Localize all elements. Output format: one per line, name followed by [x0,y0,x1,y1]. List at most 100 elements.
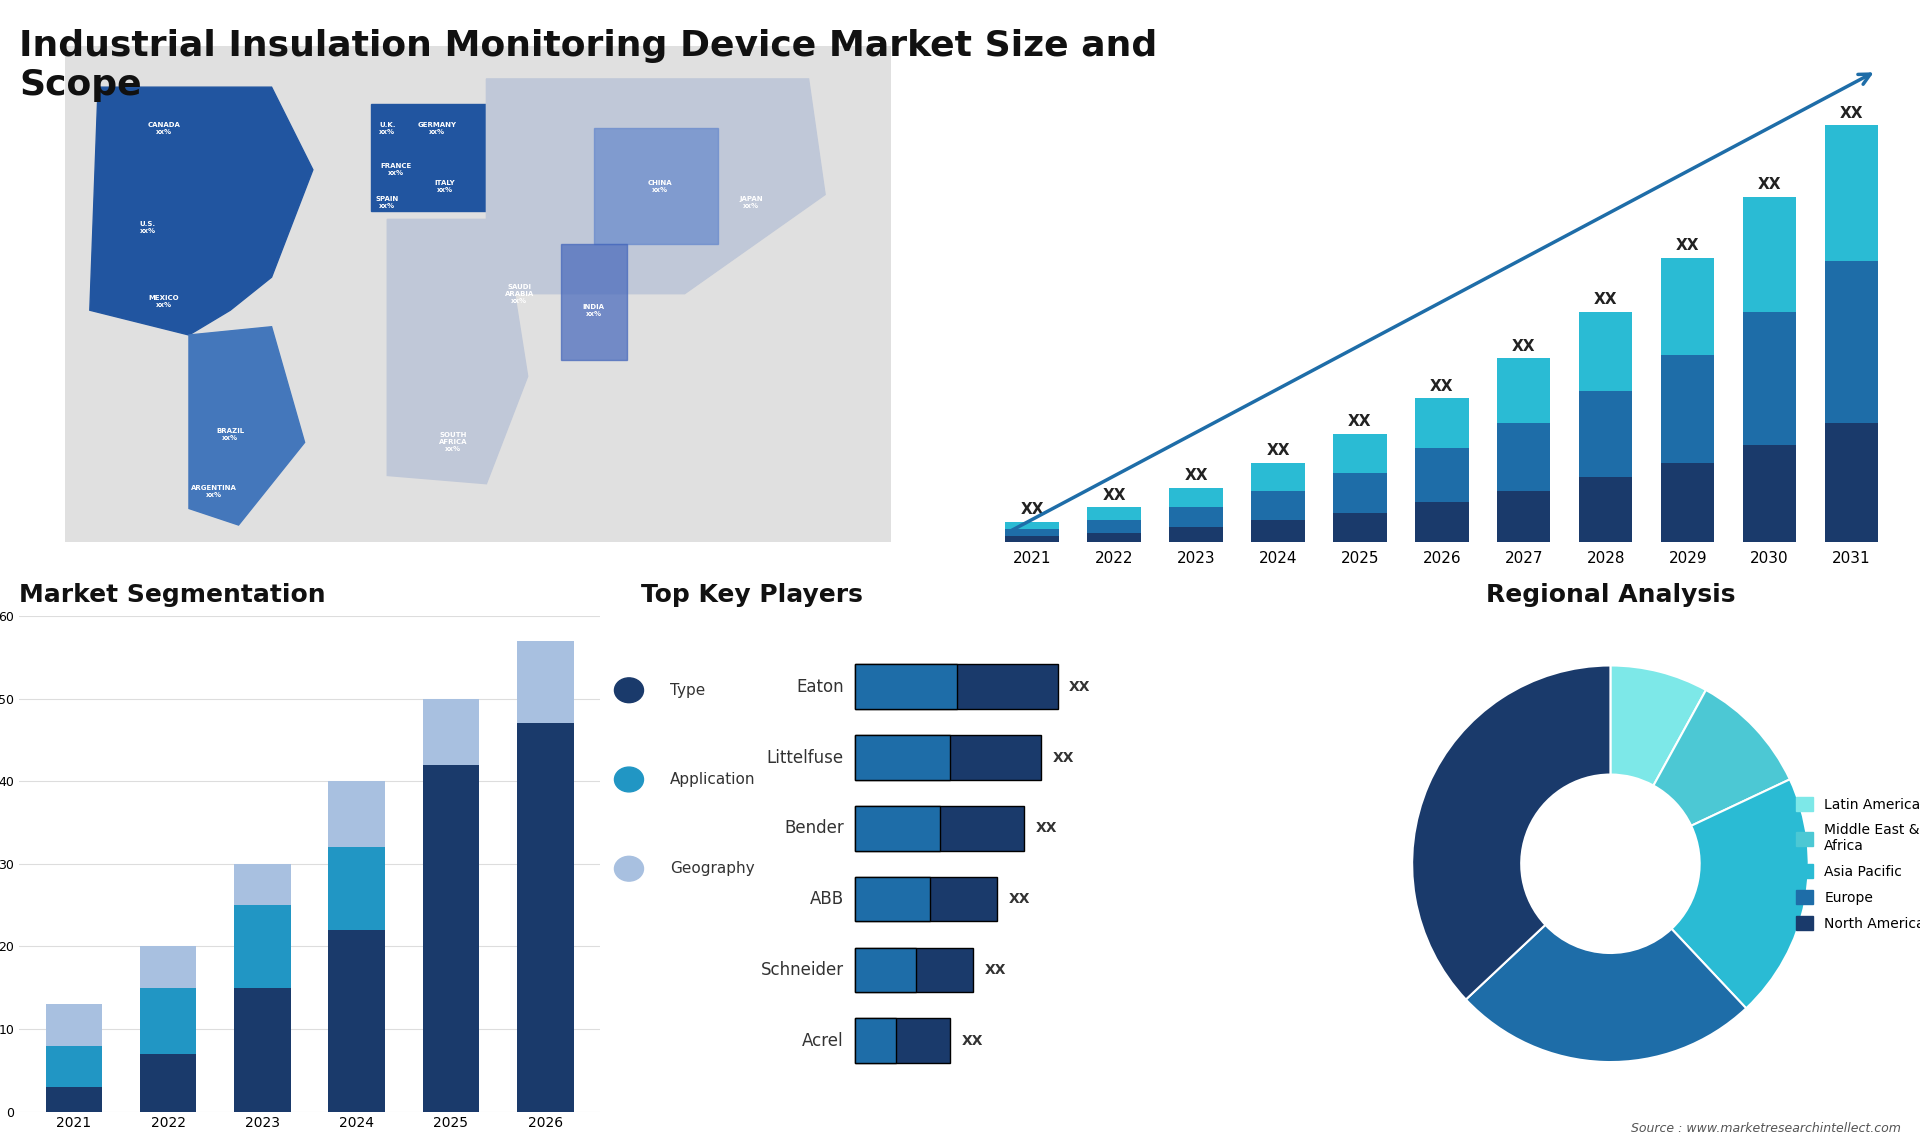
Bar [1826,125,1878,261]
Title: Top Key Players: Top Key Players [641,583,862,607]
Bar [1498,423,1551,492]
Text: ABB: ABB [810,890,845,908]
Text: XX: XX [1430,378,1453,393]
Text: ARGENTINA
xx%: ARGENTINA xx% [190,486,236,499]
Bar [1661,355,1715,463]
Text: XX: XX [1020,502,1044,518]
Text: XX: XX [985,963,1006,978]
Text: SAUDI
ARABIA
xx%: SAUDI ARABIA xx% [505,284,534,304]
Bar [1661,463,1715,542]
Bar [328,929,386,1112]
Text: U.S.
xx%: U.S. xx% [140,221,156,234]
FancyBboxPatch shape [856,665,1058,709]
Bar [1169,508,1223,527]
Bar [234,988,290,1112]
Bar [422,699,480,764]
Bar [1578,312,1632,391]
Bar [1169,527,1223,542]
Bar [1743,445,1797,542]
Bar [422,764,480,1112]
Bar [1332,473,1386,512]
Text: INDIA
xx%: INDIA xx% [584,304,605,316]
Legend: Latin America, Middle East &
Africa, Asia Pacific, Europe, North America: Latin America, Middle East & Africa, Asi… [1791,791,1920,936]
Bar [1087,508,1140,520]
Text: BRAZIL
xx%: BRAZIL xx% [217,427,244,441]
Text: CHINA
xx%: CHINA xx% [647,180,672,193]
Polygon shape [388,219,528,484]
Text: XX: XX [1069,680,1091,693]
Bar [46,1004,102,1045]
Bar [1332,512,1386,542]
Text: SPAIN
xx%: SPAIN xx% [376,196,399,210]
Bar [1415,398,1469,448]
Bar [234,864,290,905]
Bar [516,723,574,1112]
Bar [1006,529,1058,536]
Text: ITALY
xx%: ITALY xx% [434,180,455,193]
Text: Bender: Bender [783,819,845,838]
Text: XX: XX [1185,469,1208,484]
Text: MEXICO
xx%: MEXICO xx% [150,296,179,308]
Polygon shape [593,128,718,244]
Text: Littelfuse: Littelfuse [766,748,845,767]
Bar [1252,492,1304,520]
FancyBboxPatch shape [856,736,950,779]
Bar [140,947,196,988]
Bar [1169,488,1223,508]
FancyBboxPatch shape [856,1019,950,1063]
Bar [328,782,386,847]
Circle shape [614,678,643,702]
FancyBboxPatch shape [856,1019,897,1063]
Text: Geography: Geography [670,862,755,877]
FancyBboxPatch shape [856,665,956,709]
FancyBboxPatch shape [856,877,996,921]
Bar [1578,477,1632,542]
Bar [140,988,196,1054]
Bar [1743,197,1797,312]
Bar [1252,520,1304,542]
Bar [234,905,290,988]
Bar [1498,359,1551,423]
Bar [1415,502,1469,542]
Text: XX: XX [1052,751,1073,764]
Bar [1087,533,1140,542]
Bar [140,1054,196,1112]
FancyBboxPatch shape [856,948,916,992]
Bar [516,641,574,723]
Bar [1826,423,1878,542]
Text: XX: XX [1035,822,1058,835]
FancyBboxPatch shape [856,877,929,921]
Circle shape [614,856,643,881]
Bar [1661,258,1715,355]
Text: XX: XX [1594,292,1617,307]
Wedge shape [1672,779,1809,1008]
Title: Regional Analysis: Regional Analysis [1486,583,1736,607]
Text: XX: XX [1102,488,1125,503]
Text: SOUTH
AFRICA
xx%: SOUTH AFRICA xx% [440,432,468,453]
Text: Industrial Insulation Monitoring Device Market Size and
Scope: Industrial Insulation Monitoring Device … [19,29,1158,102]
Text: XX: XX [1676,238,1699,253]
Polygon shape [486,79,826,293]
Text: XX: XX [1265,444,1290,458]
Bar [1006,536,1058,542]
Text: Eaton: Eaton [797,677,845,696]
Title: Market Segmentation: Market Segmentation [19,583,326,607]
FancyBboxPatch shape [856,806,1023,850]
Bar [1743,312,1797,445]
Text: Application: Application [670,772,755,787]
Bar [1498,492,1551,542]
Text: XX: XX [1008,893,1029,906]
Text: XX: XX [1759,178,1782,193]
Bar [1006,521,1058,529]
Bar [1332,434,1386,473]
Text: Type: Type [670,683,705,698]
Polygon shape [371,103,486,211]
Polygon shape [188,327,305,525]
Text: GERMANY
xx%: GERMANY xx% [417,121,457,135]
Wedge shape [1653,690,1789,826]
Polygon shape [561,244,626,360]
Wedge shape [1465,925,1745,1062]
Circle shape [614,767,643,792]
Polygon shape [90,87,313,335]
Bar [46,1086,102,1112]
